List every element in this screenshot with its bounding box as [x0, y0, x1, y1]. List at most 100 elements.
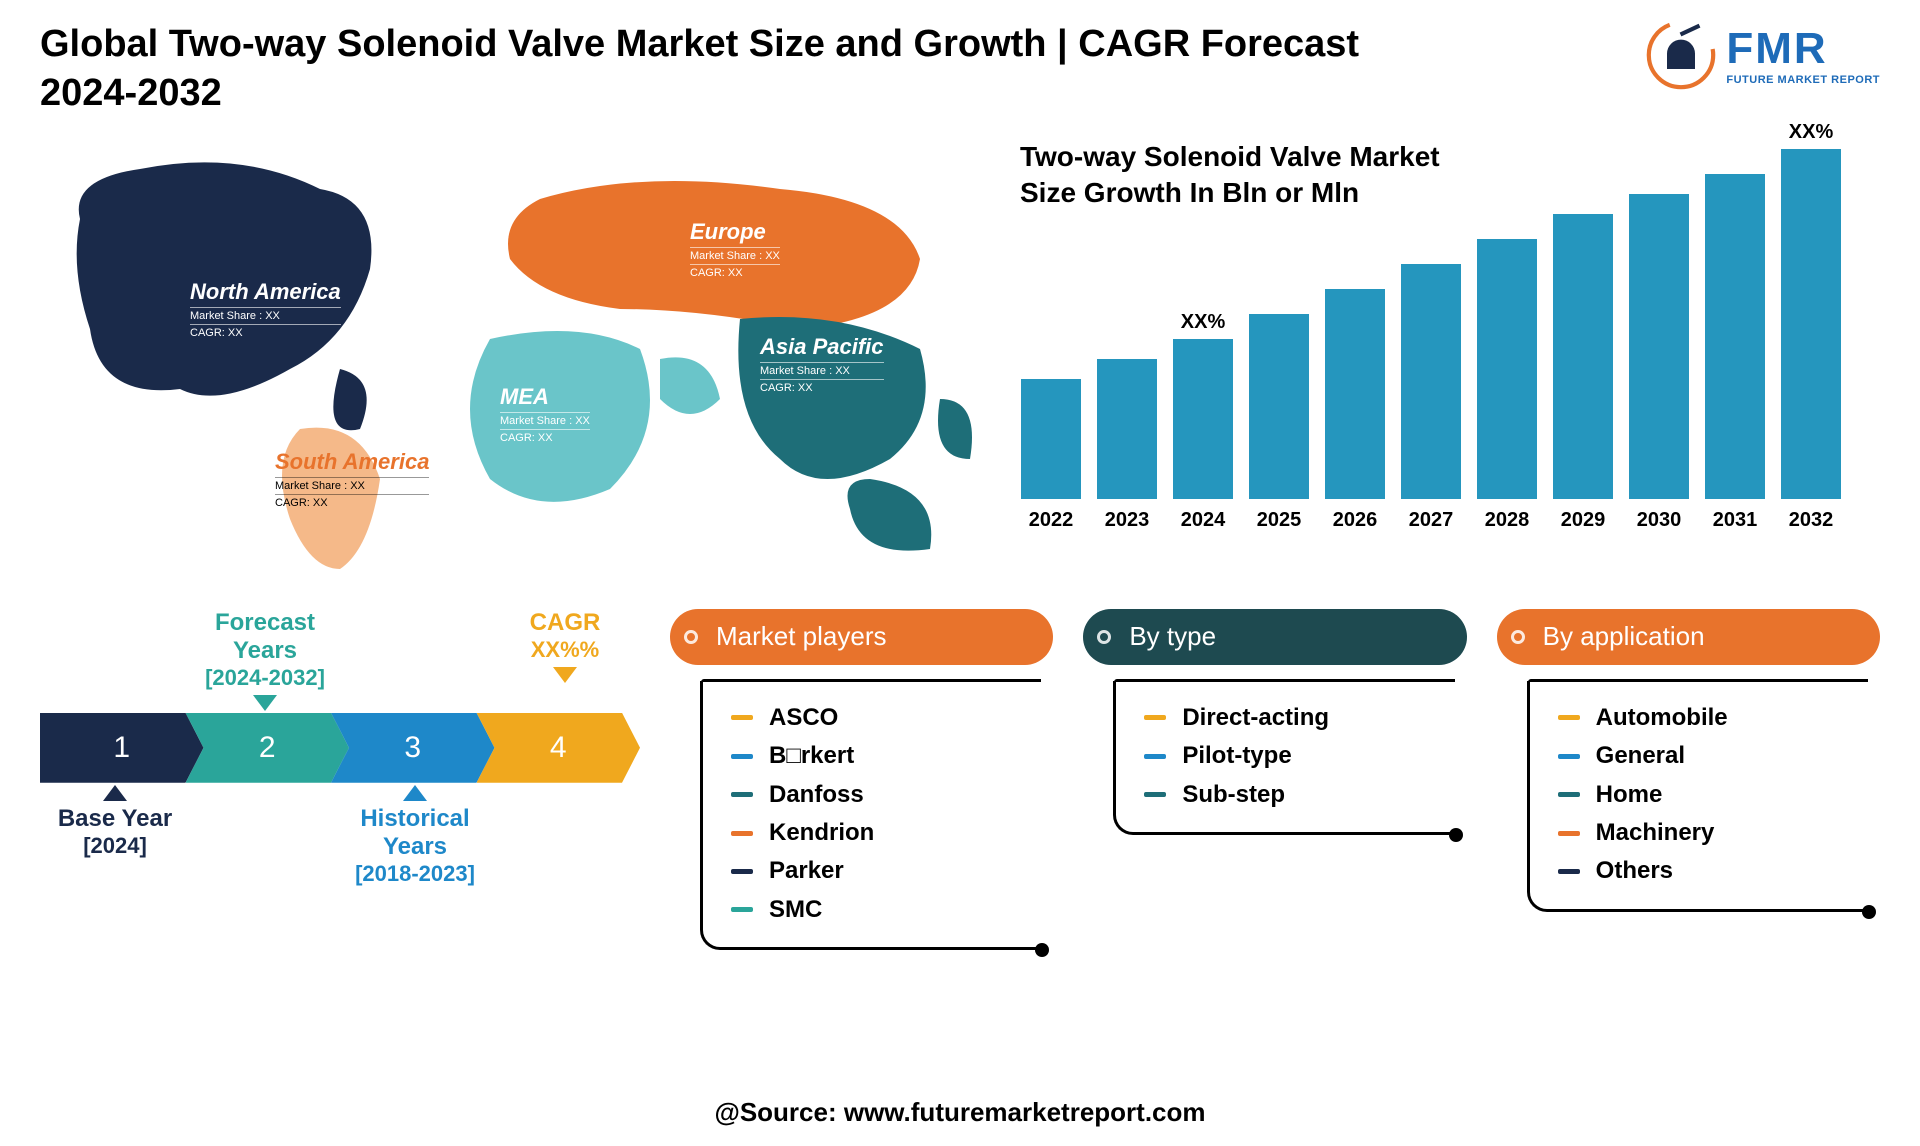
bar-year-label: 2030 — [1637, 509, 1682, 532]
bar — [1629, 194, 1689, 499]
timeline-seg-3: 3 — [331, 713, 495, 783]
bar-2026: 2026 — [1324, 289, 1386, 532]
bar-year-label: 2022 — [1029, 509, 1074, 532]
list-players: ASCOB□rkertDanfossKendrionParkerSMC — [703, 681, 1043, 935]
bar-2032: XX%2032 — [1780, 149, 1842, 532]
bar-2031: 2031 — [1704, 174, 1766, 532]
list-item: Sub-step — [1144, 776, 1456, 814]
list-item-label: Sub-step — [1182, 776, 1285, 814]
tl-historic: Historical Years [2018-2023] — [340, 785, 490, 887]
list-type: Direct-actingPilot-typeSub-step — [1116, 681, 1456, 820]
bar-year-label: 2026 — [1333, 509, 1378, 532]
list-item: B□rkert — [731, 737, 1043, 775]
label-europe: Europe Market Share : XX CAGR: XX — [690, 219, 780, 279]
dash-icon — [1144, 715, 1166, 720]
tl-cagr: CAGR XX%% — [490, 609, 640, 711]
dash-icon — [1144, 754, 1166, 759]
bar-year-label: 2032 — [1789, 509, 1834, 532]
mid-row: North America Market Share : XX CAGR: XX… — [40, 139, 1880, 569]
list-item-label: B□rkert — [769, 737, 854, 775]
timeline-seg-2: 2 — [186, 713, 350, 783]
bar — [1249, 314, 1309, 499]
list-item-label: Kendrion — [769, 814, 874, 852]
bar — [1705, 174, 1765, 499]
label-asia-pacific: Asia Pacific Market Share : XX CAGR: XX — [760, 334, 884, 394]
bar-top-label: XX% — [1181, 311, 1225, 334]
pill-by-type: By type — [1083, 609, 1466, 665]
list-item-label: Parker — [769, 852, 844, 890]
bar — [1097, 359, 1157, 499]
list-application: AutomobileGeneralHomeMachineryOthers — [1530, 681, 1870, 897]
bar — [1021, 379, 1081, 499]
bar-2025: 2025 — [1248, 314, 1310, 532]
bar-year-label: 2028 — [1485, 509, 1530, 532]
bar-2024: XX%2024 — [1172, 339, 1234, 532]
pill-dot-icon — [1511, 630, 1525, 644]
logo: FMR FUTURE MARKET REPORT — [1646, 20, 1880, 90]
list-item: Machinery — [1558, 814, 1870, 852]
pill-by-application: By application — [1497, 609, 1880, 665]
bar — [1553, 214, 1613, 499]
pill-dot-icon — [684, 630, 698, 644]
bar — [1325, 289, 1385, 499]
logo-sub-text: FUTURE MARKET REPORT — [1726, 74, 1880, 86]
dash-icon — [1144, 792, 1166, 797]
list-item: Direct-acting — [1144, 699, 1456, 737]
bar-2030: 2030 — [1628, 194, 1690, 532]
dash-icon — [731, 715, 753, 720]
label-north-america: North America Market Share : XX CAGR: XX — [190, 279, 341, 339]
list-item-label: Pilot-type — [1182, 737, 1291, 775]
list-item-label: Danfoss — [769, 776, 864, 814]
list-item-label: SMC — [769, 891, 822, 929]
bar-2022: 2022 — [1020, 379, 1082, 532]
bar — [1477, 239, 1537, 499]
timeline: Forecast Years [2024-2032] CAGR XX%% 123… — [40, 609, 640, 950]
list-item-label: ASCO — [769, 699, 838, 737]
dash-icon — [1558, 754, 1580, 759]
label-mea: MEA Market Share : XX CAGR: XX — [500, 384, 590, 444]
dash-icon — [1558, 869, 1580, 874]
tl-base: Base Year [2024] — [40, 785, 190, 887]
list-item-label: Direct-acting — [1182, 699, 1329, 737]
dash-icon — [1558, 715, 1580, 720]
bar-2023: 2023 — [1096, 359, 1158, 532]
bar-chart: Two-way Solenoid Valve Market Size Growt… — [1000, 139, 1880, 569]
list-item: Home — [1558, 776, 1870, 814]
bar-year-label: 2031 — [1713, 509, 1758, 532]
bar-top-label: XX% — [1789, 121, 1833, 144]
bar-year-label: 2027 — [1409, 509, 1454, 532]
header: Global Two-way Solenoid Valve Market Siz… — [40, 20, 1880, 119]
bar-year-label: 2023 — [1105, 509, 1150, 532]
bar-2027: 2027 — [1400, 264, 1462, 532]
section-market-players: Market players ASCOB□rkertDanfossKendrio… — [670, 609, 1053, 950]
bar-2029: 2029 — [1552, 214, 1614, 532]
list-item-label: Machinery — [1596, 814, 1715, 852]
list-item: Parker — [731, 852, 1043, 890]
dash-icon — [731, 831, 753, 836]
list-item: Automobile — [1558, 699, 1870, 737]
fmr-logo-icon — [1646, 20, 1716, 90]
dash-icon — [731, 907, 753, 912]
list-item-label: Automobile — [1596, 699, 1728, 737]
timeline-bar: 1234 — [40, 713, 640, 783]
timeline-seg-4: 4 — [477, 713, 641, 783]
list-item-label: Others — [1596, 852, 1673, 890]
label-south-america: South America Market Share : XX CAGR: XX — [275, 449, 429, 509]
dash-icon — [731, 869, 753, 874]
source-text: @Source: www.futuremarketreport.com — [0, 1097, 1920, 1128]
list-item: Kendrion — [731, 814, 1043, 852]
timeline-seg-1: 1 — [40, 713, 204, 783]
section-by-type: By type Direct-actingPilot-typeSub-step — [1083, 609, 1466, 950]
world-map: North America Market Share : XX CAGR: XX… — [40, 139, 980, 569]
bar-2028: 2028 — [1476, 239, 1538, 532]
list-item: ASCO — [731, 699, 1043, 737]
list-item: Others — [1558, 852, 1870, 890]
dash-icon — [1558, 831, 1580, 836]
section-by-application: By application AutomobileGeneralHomeMach… — [1497, 609, 1880, 950]
dash-icon — [731, 792, 753, 797]
page-title: Global Two-way Solenoid Valve Market Siz… — [40, 20, 1440, 119]
list-item-label: Home — [1596, 776, 1663, 814]
pill-dot-icon — [1097, 630, 1111, 644]
pill-market-players: Market players — [670, 609, 1053, 665]
list-item: Danfoss — [731, 776, 1043, 814]
